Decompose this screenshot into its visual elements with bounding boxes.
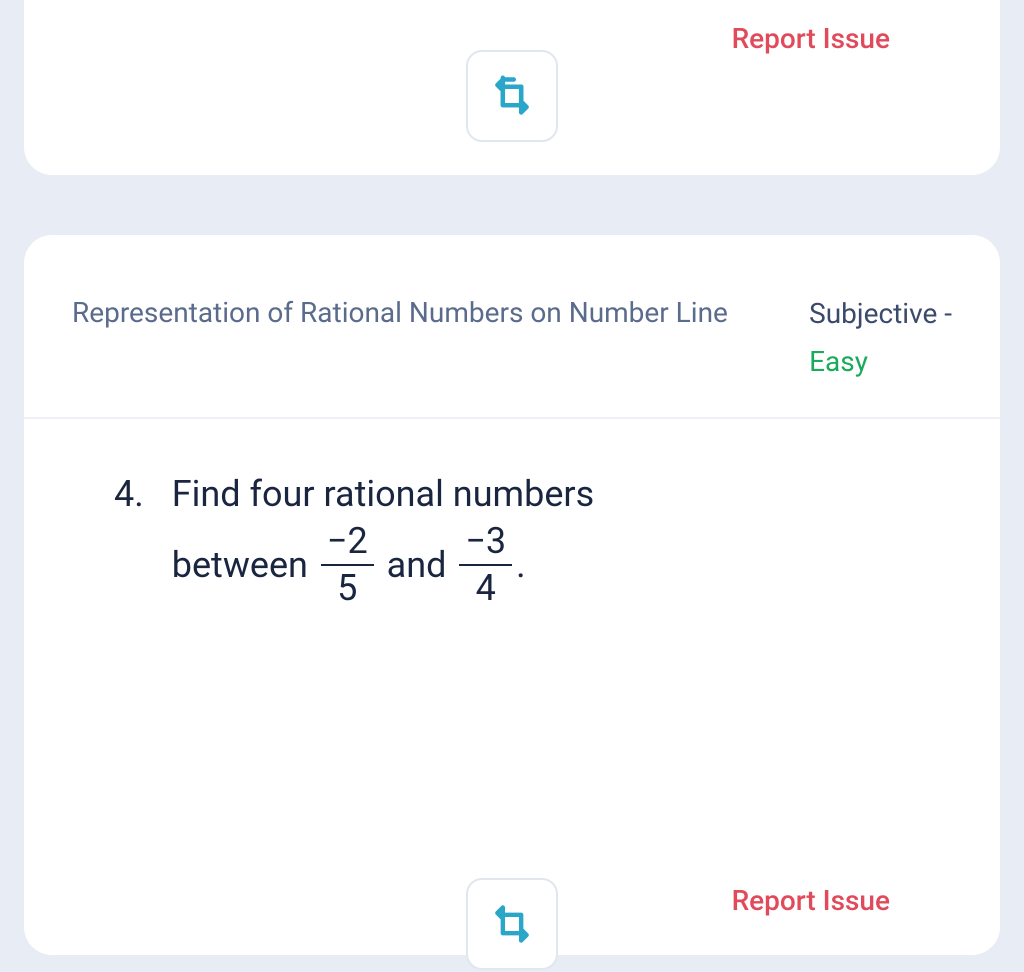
difficulty-badge: Easy (809, 341, 952, 383)
cycle-button[interactable] (466, 50, 558, 142)
previous-question-card: Report Issue (24, 0, 1000, 175)
fraction-1: −2 5 (321, 521, 374, 610)
topic-label: Representation of Rational Numbers on Nu… (72, 293, 795, 334)
cycle-icon (490, 902, 534, 946)
fraction-1-numerator: −2 (321, 521, 374, 566)
cycle-button[interactable] (466, 878, 558, 970)
report-issue-link[interactable]: Report Issue (732, 22, 890, 55)
question-text: Find four rational numbers between −2 5 … (172, 467, 594, 612)
fraction-2-denominator: 4 (459, 566, 512, 609)
question-meta: Subjective - Easy (809, 293, 952, 383)
question-card: Representation of Rational Numbers on Nu… (24, 235, 1000, 955)
question-type: Subjective - (809, 293, 952, 335)
question-line2-mid: and (387, 544, 456, 586)
cycle-icon (490, 74, 534, 118)
question-header: Representation of Rational Numbers on Nu… (24, 235, 1000, 419)
fraction-2-numerator: −3 (459, 521, 512, 566)
question-number: 4. (114, 467, 144, 612)
question-line2-prefix: between (172, 544, 317, 586)
question-line1: Find four rational numbers (172, 473, 594, 515)
fraction-1-denominator: 5 (321, 566, 374, 609)
question-body: 4. Find four rational numbers between −2… (24, 419, 1000, 612)
question-line2-suffix: . (516, 544, 526, 586)
report-issue-link[interactable]: Report Issue (732, 884, 890, 917)
fraction-2: −3 4 (459, 521, 512, 610)
